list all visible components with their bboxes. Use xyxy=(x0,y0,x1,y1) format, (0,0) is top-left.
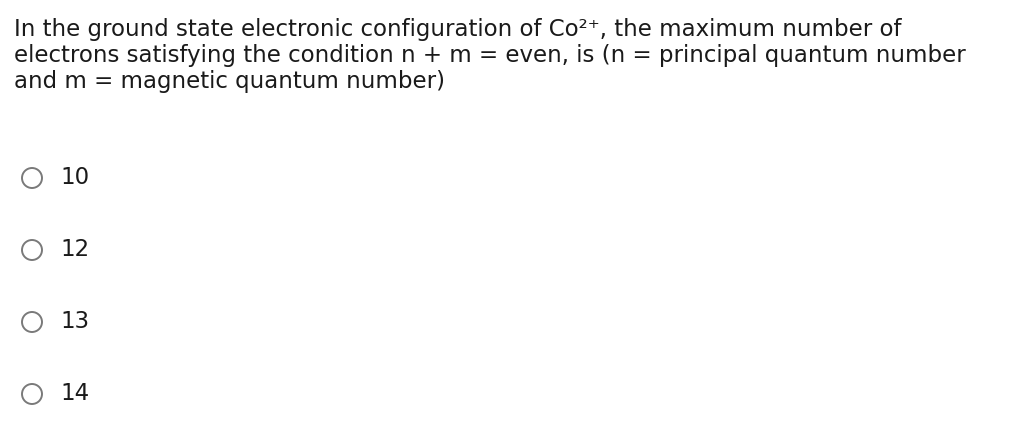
Text: 14: 14 xyxy=(60,383,89,405)
Text: and m = magnetic quantum number): and m = magnetic quantum number) xyxy=(14,70,445,93)
Text: 13: 13 xyxy=(60,310,89,334)
Text: 10: 10 xyxy=(60,166,89,190)
Text: electrons satisfying the condition n + m = even, is (n = principal quantum numbe: electrons satisfying the condition n + m… xyxy=(14,44,966,67)
Text: In the ground state electronic configuration of Co²⁺, the maximum number of: In the ground state electronic configura… xyxy=(14,18,901,41)
Text: 12: 12 xyxy=(60,239,89,261)
